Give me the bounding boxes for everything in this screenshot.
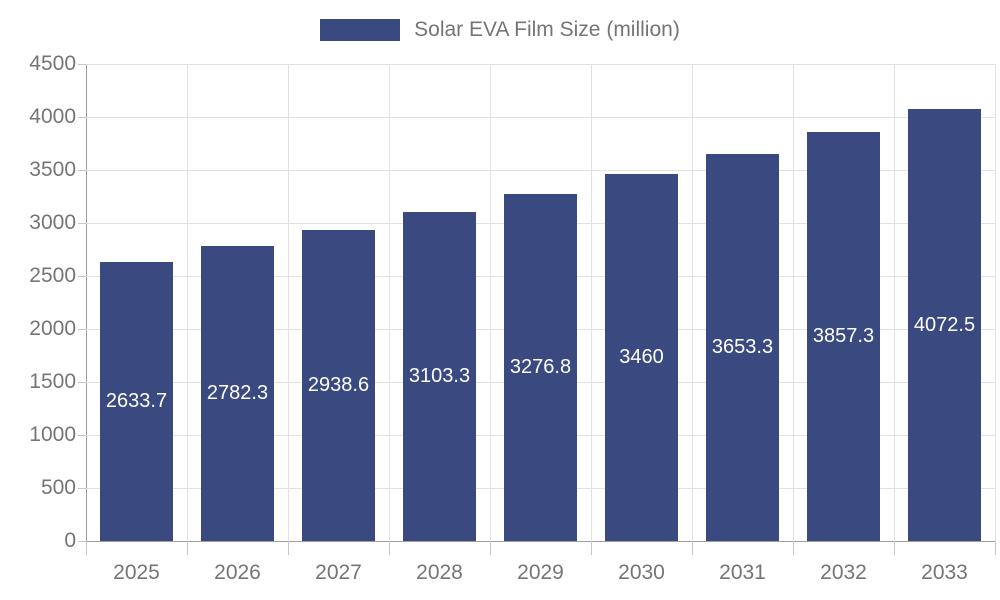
y-tick-label: 4000: [29, 105, 76, 128]
bar-value-label: 2782.3: [206, 382, 269, 405]
y-axis-tick: [78, 540, 86, 542]
y-tick-label: 0: [64, 529, 76, 552]
bar-2027: 2938.6: [302, 229, 375, 541]
bar-2031: 3653.3: [706, 153, 779, 541]
x-axis-tick: [388, 541, 390, 555]
x-axis-tick: [287, 541, 289, 555]
bar-2025: 2633.7: [100, 261, 173, 541]
y-tick-label: 1000: [29, 423, 76, 446]
x-gridline: [691, 64, 693, 541]
bar-value-label: 3653.3: [711, 335, 774, 358]
x-gridline: [590, 64, 592, 541]
bar-2033: 4072.5: [908, 109, 981, 541]
x-gridline: [893, 64, 895, 541]
bar-value-label: 3857.3: [812, 325, 875, 348]
bar-2032: 3857.3: [807, 132, 880, 541]
bar-2030: 3460: [605, 174, 678, 541]
bar-value-label: 2633.7: [105, 389, 168, 412]
x-axis-tick: [994, 541, 996, 555]
x-tick-label: 2026: [214, 561, 261, 584]
chart-legend: Solar EVA Film Size (million): [0, 18, 1000, 42]
x-axis-tick: [893, 541, 895, 555]
y-gridline: [86, 116, 995, 118]
bar-2029: 3276.8: [504, 193, 577, 541]
bar-2028: 3103.3: [403, 212, 476, 541]
x-tick-label: 2029: [517, 561, 564, 584]
x-axis-tick: [489, 541, 491, 555]
bar-value-label: 4072.5: [913, 313, 976, 336]
legend-label: Solar EVA Film Size (million): [414, 18, 680, 41]
x-tick-label: 2031: [719, 561, 766, 584]
bar-value-label: 3103.3: [408, 365, 471, 388]
y-tick-label: 3500: [29, 158, 76, 181]
x-gridline: [186, 64, 188, 541]
x-gridline: [792, 64, 794, 541]
x-axis-tick: [590, 541, 592, 555]
y-axis-tick: [78, 169, 86, 171]
bar-value-label: 3276.8: [509, 355, 572, 378]
y-axis-tick: [78, 222, 86, 224]
y-gridline: [86, 169, 995, 171]
y-tick-label: 3000: [29, 211, 76, 234]
y-tick-label: 500: [40, 476, 76, 499]
y-axis-tick: [78, 275, 86, 277]
x-gridline: [388, 64, 390, 541]
x-gridline: [994, 64, 996, 541]
y-gridline: [86, 63, 995, 65]
bar-value-label: 2938.6: [307, 373, 370, 396]
x-tick-label: 2028: [416, 561, 463, 584]
x-tick-label: 2027: [315, 561, 362, 584]
x-tick-label: 2025: [113, 561, 160, 584]
y-axis-tick: [78, 487, 86, 489]
y-axis-tick: [78, 63, 86, 65]
plot-area: 2633.7 2782.3 2938.6 3103.3 3276.8 3460 3653.3…: [86, 63, 996, 541]
y-tick-label: 1500: [29, 370, 76, 393]
y-tick-label: 2000: [29, 317, 76, 340]
y-axis-tick: [78, 116, 86, 118]
bar-2026: 2782.3: [201, 246, 274, 541]
y-tick-label: 2500: [29, 264, 76, 287]
x-axis-line: [86, 541, 995, 542]
legend-swatch: [320, 19, 401, 41]
x-tick-label: 2030: [618, 561, 665, 584]
x-axis-tick: [186, 541, 188, 555]
y-axis-line: [86, 64, 87, 541]
x-axis-tick: [691, 541, 693, 555]
y-tick-label: 4500: [29, 52, 76, 75]
y-axis-tick: [78, 328, 86, 330]
x-axis-tick: [85, 541, 87, 555]
x-tick-label: 2033: [921, 561, 968, 584]
x-gridline: [489, 64, 491, 541]
y-axis-tick: [78, 381, 86, 383]
y-axis-tick: [78, 434, 86, 436]
x-gridline: [287, 64, 289, 541]
bar-value-label: 3460: [619, 346, 664, 369]
x-tick-label: 2032: [820, 561, 867, 584]
x-axis-tick: [792, 541, 794, 555]
